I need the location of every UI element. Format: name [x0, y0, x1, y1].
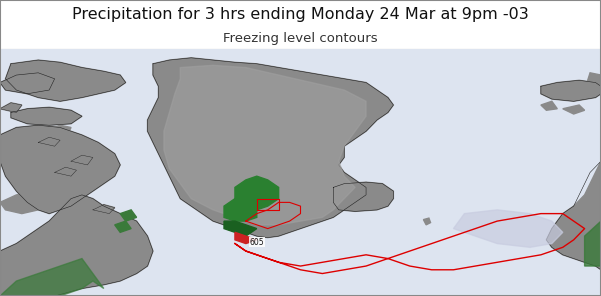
Polygon shape: [424, 218, 430, 225]
Polygon shape: [147, 58, 394, 238]
Polygon shape: [454, 210, 563, 247]
Polygon shape: [541, 101, 557, 110]
Polygon shape: [563, 105, 585, 114]
Polygon shape: [71, 155, 93, 165]
Polygon shape: [5, 60, 126, 101]
Polygon shape: [11, 107, 82, 125]
Polygon shape: [224, 221, 257, 236]
Polygon shape: [38, 137, 60, 146]
Polygon shape: [546, 49, 601, 296]
Polygon shape: [334, 182, 394, 211]
Polygon shape: [541, 80, 601, 101]
Text: Freezing level contours: Freezing level contours: [223, 32, 378, 45]
Text: 605: 605: [249, 238, 264, 247]
Polygon shape: [93, 205, 115, 214]
Polygon shape: [235, 176, 279, 210]
Polygon shape: [164, 65, 366, 225]
Polygon shape: [0, 49, 601, 296]
Polygon shape: [0, 125, 120, 214]
Polygon shape: [55, 167, 76, 176]
Polygon shape: [44, 125, 71, 139]
Polygon shape: [585, 221, 601, 266]
Polygon shape: [585, 73, 601, 90]
Polygon shape: [235, 232, 257, 244]
Polygon shape: [224, 199, 257, 221]
Polygon shape: [120, 210, 136, 221]
Polygon shape: [115, 221, 131, 232]
Polygon shape: [0, 258, 104, 296]
Text: Precipitation for 3 hrs ending Monday 24 Mar at 9pm -03: Precipitation for 3 hrs ending Monday 24…: [72, 7, 529, 22]
Polygon shape: [0, 193, 44, 214]
Polygon shape: [0, 73, 55, 94]
Polygon shape: [0, 103, 22, 112]
Polygon shape: [0, 195, 153, 296]
